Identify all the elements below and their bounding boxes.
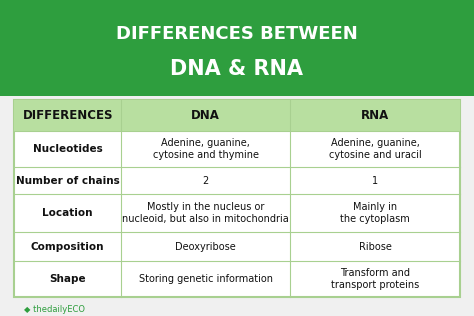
Text: Nucleotides: Nucleotides	[33, 144, 102, 154]
Text: 1: 1	[372, 175, 378, 185]
Text: Deoxyribose: Deoxyribose	[175, 242, 236, 252]
Text: Mainly in
the cytoplasm: Mainly in the cytoplasm	[340, 202, 410, 224]
Text: Mostly in the nucleus or
nucleoid, but also in mitochondria: Mostly in the nucleus or nucleoid, but a…	[122, 202, 289, 224]
Text: Composition: Composition	[31, 242, 104, 252]
FancyBboxPatch shape	[0, 0, 474, 96]
Text: Storing genetic information: Storing genetic information	[139, 274, 273, 284]
Text: ◆ thedailyECO: ◆ thedailyECO	[24, 306, 85, 314]
Text: Adenine, guanine,
cytosine and thymine: Adenine, guanine, cytosine and thymine	[153, 138, 259, 160]
Text: DNA: DNA	[191, 109, 220, 122]
Text: Location: Location	[43, 208, 93, 218]
Text: DNA & RNA: DNA & RNA	[171, 59, 303, 79]
Text: Adenine, guanine,
cytosine and uracil: Adenine, guanine, cytosine and uracil	[329, 138, 421, 160]
Text: RNA: RNA	[361, 109, 389, 122]
FancyBboxPatch shape	[14, 100, 460, 131]
Text: 2: 2	[203, 175, 209, 185]
Text: Shape: Shape	[49, 274, 86, 284]
Text: Number of chains: Number of chains	[16, 175, 119, 185]
Text: Transform and
transport proteins: Transform and transport proteins	[331, 268, 419, 290]
FancyBboxPatch shape	[14, 100, 460, 297]
Text: DIFFERENCES BETWEEN: DIFFERENCES BETWEEN	[116, 25, 358, 43]
Text: DIFFERENCES: DIFFERENCES	[22, 109, 113, 122]
Text: Ribose: Ribose	[359, 242, 392, 252]
